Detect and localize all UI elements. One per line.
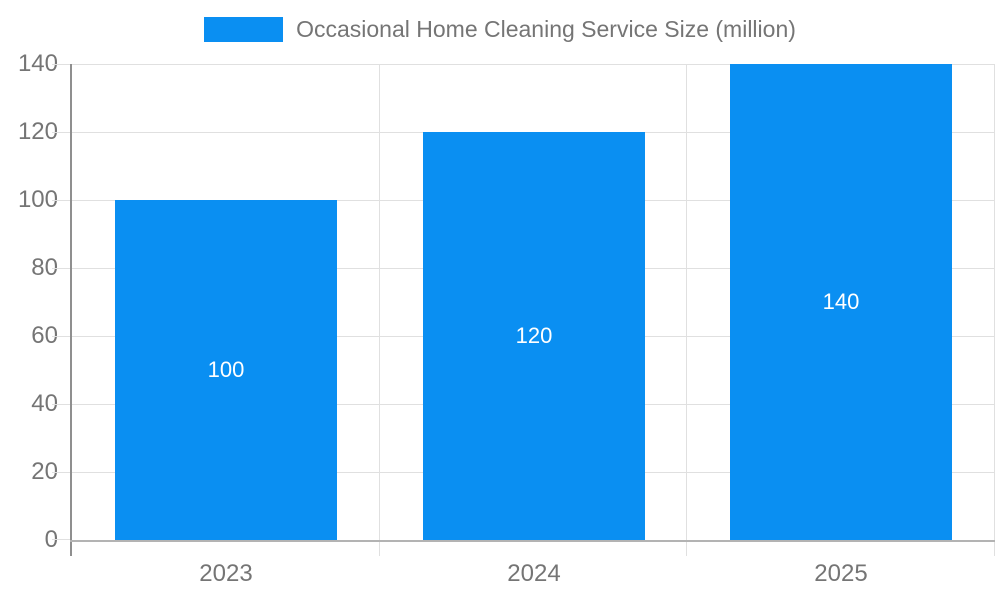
y-tick-label: 40: [31, 390, 58, 417]
y-tick-label: 80: [31, 254, 58, 281]
h-gridline: [52, 64, 995, 65]
bar-value-label: 120: [515, 323, 553, 348]
y-tick-label: 100: [17, 186, 58, 213]
y-tick-label: 0: [44, 526, 58, 553]
y-tick-label: 120: [17, 118, 58, 145]
v-gridline: [379, 64, 380, 556]
y-tick-label: 60: [31, 322, 58, 349]
y-axis-line: [70, 64, 72, 556]
v-gridline: [686, 64, 687, 556]
y-tick-label: 20: [31, 458, 58, 485]
legend-series-label: Occasional Home Cleaning Service Size (m…: [296, 16, 796, 42]
v-gridline: [994, 64, 995, 556]
y-axis-tick: [52, 539, 72, 540]
x-tick-label: 2023: [199, 560, 253, 587]
x-axis-line: [70, 540, 995, 542]
y-tick-label: 140: [17, 50, 58, 77]
bar-value-label: 140: [822, 289, 860, 314]
bar-value-label: 100: [207, 357, 245, 382]
plot-area: 100 120 140: [52, 64, 995, 556]
bar-2025[interactable]: 140: [730, 64, 952, 540]
x-tick-label: 2025: [814, 560, 868, 587]
bar-2023[interactable]: 100: [115, 200, 337, 540]
chart-legend[interactable]: Occasional Home Cleaning Service Size (m…: [0, 16, 1000, 43]
legend-swatch-icon: [204, 17, 284, 42]
x-tick-label: 2024: [507, 560, 561, 587]
bar-2024[interactable]: 120: [423, 132, 645, 540]
